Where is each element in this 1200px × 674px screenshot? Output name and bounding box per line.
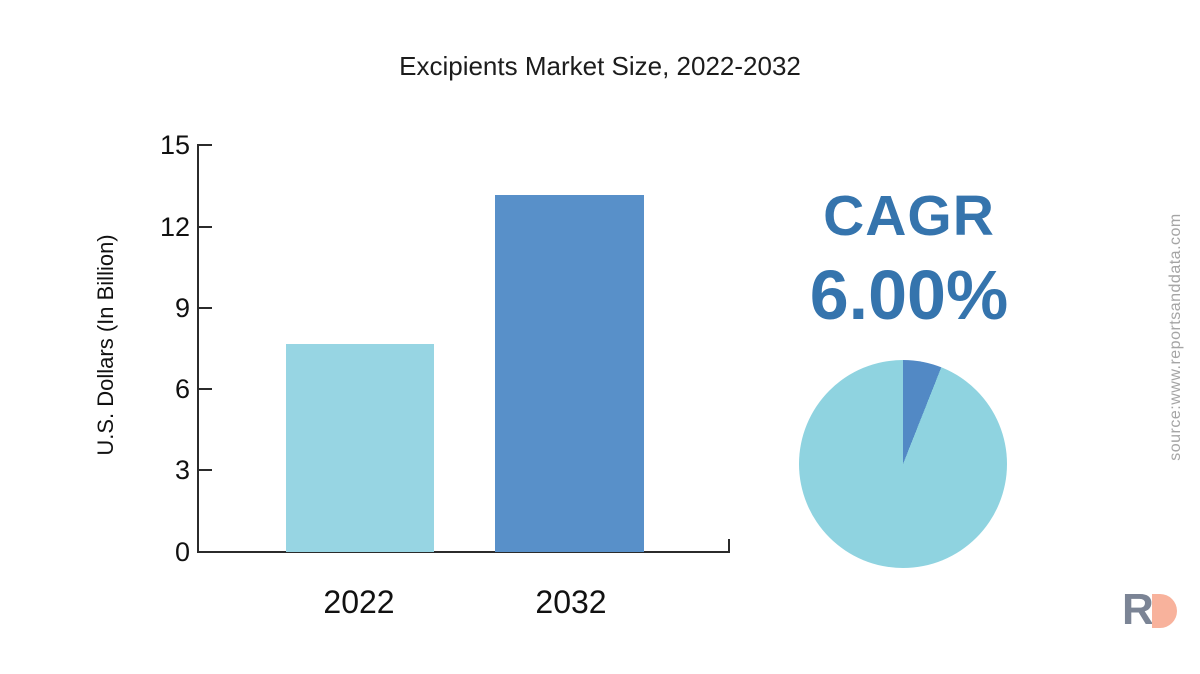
y-tick-label-3: 3 xyxy=(174,455,190,486)
chart-title: Excipients Market Size, 2022-2032 xyxy=(399,51,801,81)
x-axis-label-2022: 2022 xyxy=(323,584,395,620)
bar-2032 xyxy=(495,194,644,552)
y-tick-mark xyxy=(199,469,212,472)
y-tick-mark xyxy=(199,144,212,147)
y-tick-mark xyxy=(199,225,212,228)
cagr-label: CAGR xyxy=(823,184,995,248)
cagr-value: 6.00% xyxy=(809,256,1009,334)
logo-letter-r: R xyxy=(1122,585,1154,634)
y-tick-mark xyxy=(199,388,212,391)
x-axis-label-2032: 2032 xyxy=(535,584,607,620)
cagr-pie-chart xyxy=(799,360,1007,568)
y-tick-label-9: 9 xyxy=(174,292,190,323)
y-axis-title: U.S. Dollars (In Billion) xyxy=(93,234,118,456)
brand-logo: R xyxy=(1122,585,1177,634)
y-axis-line xyxy=(197,144,199,553)
bar-2022 xyxy=(286,343,434,552)
y-tick-label-0: 0 xyxy=(174,536,190,567)
y-tick-label-15: 15 xyxy=(159,130,190,161)
y-tick-label-12: 12 xyxy=(159,211,190,242)
logo-d-mark-icon xyxy=(1151,594,1177,628)
x-axis-end-tick xyxy=(728,539,730,552)
x-axis-line xyxy=(197,551,730,553)
y-tick-label-6: 6 xyxy=(174,374,190,405)
y-tick-mark xyxy=(199,306,212,309)
source-attribution: source:www.reportsanddata.com xyxy=(1167,213,1184,461)
